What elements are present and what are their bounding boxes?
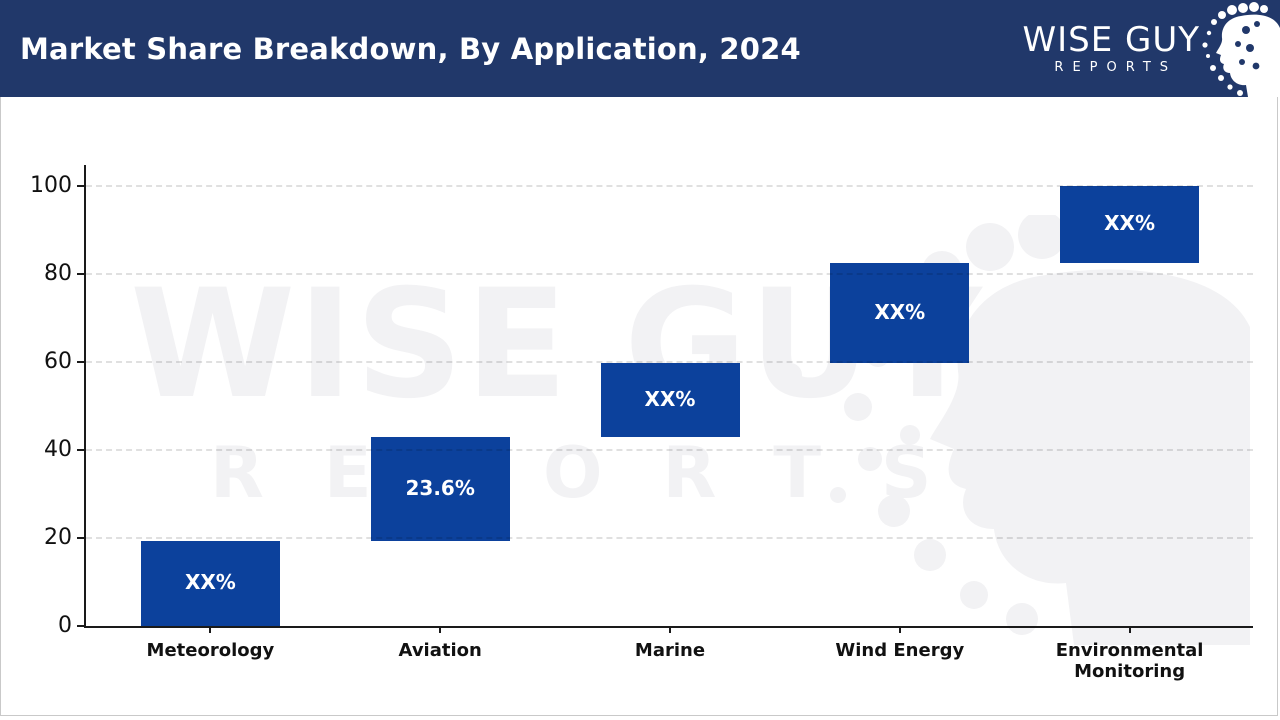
head-profile-icon <box>1202 2 1280 97</box>
x-tick-3 <box>898 627 901 633</box>
bar-value-label-0: XX% <box>184 570 236 595</box>
x-category-label-3: Wind Energy <box>835 640 965 661</box>
x-tick-4 <box>1128 627 1131 633</box>
gridline-60 <box>86 361 1253 363</box>
watermark-subtitle: REPORTS <box>210 432 992 514</box>
x-category-label-2: Marine <box>634 640 706 661</box>
bar-1 <box>370 436 510 541</box>
x-tick-0 <box>209 627 212 633</box>
gridline-100 <box>86 185 1253 187</box>
bar-value-label-2: XX% <box>644 386 696 411</box>
wise-guy-logo: WISE GUY REPORTS <box>1022 0 1280 97</box>
header-bar: Market Share Breakdown, By Application, … <box>0 0 1280 97</box>
y-tick-100 <box>77 185 85 187</box>
y-tick-label-20: 20 <box>44 525 72 550</box>
page-title: Market Share Breakdown, By Application, … <box>20 31 801 66</box>
logo-subtitle: REPORTS <box>1054 60 1178 75</box>
x-category-label-0: Meteorology <box>146 640 275 661</box>
bar-2 <box>600 362 740 437</box>
y-tick-60 <box>77 361 85 363</box>
bar-value-label-3: XX% <box>874 299 926 324</box>
bar-0 <box>140 540 280 626</box>
bar-3 <box>830 262 970 363</box>
y-tick-label-100: 100 <box>30 173 72 198</box>
y-axis-spine <box>84 165 86 627</box>
y-tick-20 <box>77 537 85 539</box>
bar-value-label-4: XX% <box>1104 211 1156 236</box>
gridline-40 <box>86 449 1253 451</box>
y-tick-label-60: 60 <box>44 349 72 374</box>
logo-wordmark: WISE GUY <box>1022 20 1200 60</box>
y-tick-label-80: 80 <box>44 261 72 286</box>
y-tick-label-40: 40 <box>44 437 72 462</box>
logo-text: WISE GUY REPORTS <box>1022 22 1200 75</box>
y-tick-0 <box>77 625 85 627</box>
y-tick-80 <box>77 273 85 275</box>
y-tick-label-0: 0 <box>58 613 72 638</box>
x-tick-1 <box>439 627 442 633</box>
x-category-label-4: Environmental Monitoring <box>1055 640 1204 682</box>
x-axis-spine <box>84 626 1253 628</box>
bar-4 <box>1060 186 1200 263</box>
gridline-20 <box>86 537 1253 539</box>
gridline-80 <box>86 273 1253 275</box>
bar-value-label-1: 23.6% <box>405 475 475 500</box>
y-tick-40 <box>77 449 85 451</box>
x-tick-2 <box>669 627 671 633</box>
x-category-label-1: Aviation <box>398 640 482 661</box>
